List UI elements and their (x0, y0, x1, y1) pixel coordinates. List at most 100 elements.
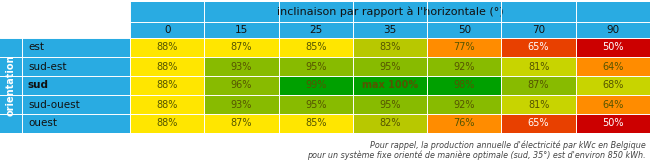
Bar (22, 76, 130, 95)
Text: Pour rappel, la production annuelle d'électricité par kWc en Belgique: Pour rappel, la production annuelle d'él… (370, 141, 646, 151)
Text: 87%: 87% (231, 118, 252, 129)
Bar (204, 95, 279, 114)
Text: 88%: 88% (157, 99, 178, 110)
Bar (279, 57, 353, 76)
Bar (279, 114, 353, 133)
Bar (501, 95, 576, 114)
Bar (130, 38, 204, 57)
Text: 88%: 88% (157, 118, 178, 129)
Text: 81%: 81% (528, 61, 549, 72)
Text: 50%: 50% (602, 118, 623, 129)
Text: 64%: 64% (602, 61, 623, 72)
Text: 88%: 88% (157, 80, 178, 91)
Bar (353, 38, 427, 57)
Bar (576, 114, 650, 133)
Text: 64%: 64% (602, 99, 623, 110)
Text: 90: 90 (606, 25, 619, 35)
Bar (353, 76, 427, 95)
Bar (427, 95, 501, 114)
Text: 83%: 83% (380, 43, 400, 52)
Bar (130, 57, 204, 76)
Text: 0: 0 (164, 25, 170, 35)
Bar (279, 76, 353, 95)
Text: 88%: 88% (157, 43, 178, 52)
Bar (204, 22, 279, 38)
Bar (22, 57, 130, 76)
Bar (353, 114, 427, 133)
Text: 65%: 65% (528, 43, 549, 52)
Text: 93%: 93% (231, 61, 252, 72)
Bar (22, 95, 130, 114)
Bar (279, 38, 353, 57)
Text: 15: 15 (235, 25, 248, 35)
Text: 87%: 87% (231, 43, 252, 52)
Text: 95%: 95% (379, 61, 401, 72)
Text: 68%: 68% (602, 80, 623, 91)
Text: 95%: 95% (305, 99, 326, 110)
Text: 95%: 95% (305, 61, 326, 72)
Bar (204, 114, 279, 133)
Bar (204, 76, 279, 95)
Text: 93%: 93% (231, 99, 252, 110)
Bar (501, 57, 576, 76)
Text: 77%: 77% (454, 43, 475, 52)
Text: 65%: 65% (528, 118, 549, 129)
Bar (204, 57, 279, 76)
Bar (353, 57, 427, 76)
Text: 85%: 85% (305, 118, 326, 129)
Text: orientation: orientation (6, 55, 16, 116)
Bar (130, 76, 204, 95)
Bar (427, 22, 501, 38)
Bar (279, 95, 353, 114)
Text: inclinaison par rapport à l'horizontale (°): inclinaison par rapport à l'horizontale … (277, 7, 503, 17)
Bar (130, 22, 204, 38)
Text: 95%: 95% (379, 99, 401, 110)
Text: 85%: 85% (305, 43, 326, 52)
Bar (576, 38, 650, 57)
Bar (576, 95, 650, 114)
Text: 50: 50 (458, 25, 471, 35)
Bar (130, 2, 650, 22)
Bar (576, 76, 650, 95)
Text: 70: 70 (532, 25, 545, 35)
Bar (501, 22, 576, 38)
Text: ouest: ouest (28, 118, 57, 129)
Text: 81%: 81% (528, 99, 549, 110)
Text: sud: sud (28, 80, 49, 91)
Text: 87%: 87% (528, 80, 549, 91)
Text: 88%: 88% (157, 61, 178, 72)
Bar (353, 95, 427, 114)
Bar (501, 114, 576, 133)
Bar (204, 38, 279, 57)
Bar (22, 114, 130, 133)
Bar (130, 95, 204, 114)
Text: 99%: 99% (305, 80, 326, 91)
Bar (427, 114, 501, 133)
Bar (576, 57, 650, 76)
Bar (427, 57, 501, 76)
Text: 35: 35 (384, 25, 396, 35)
Text: 76%: 76% (454, 118, 475, 129)
Bar (501, 76, 576, 95)
Text: max 100%: max 100% (362, 80, 418, 91)
Text: pour un système fixe orienté de manière optimale (sud, 35°) est d'environ 850 kW: pour un système fixe orienté de manière … (307, 151, 646, 160)
Text: 82%: 82% (379, 118, 401, 129)
Bar (353, 22, 427, 38)
Text: est: est (28, 43, 44, 52)
Bar (130, 114, 204, 133)
Text: 96%: 96% (231, 80, 252, 91)
Bar (427, 76, 501, 95)
Bar (22, 38, 130, 57)
Bar (427, 38, 501, 57)
Text: 50%: 50% (602, 43, 623, 52)
Bar (279, 22, 353, 38)
Text: 25: 25 (309, 25, 322, 35)
Text: 92%: 92% (454, 99, 475, 110)
Text: sud-ouest: sud-ouest (28, 99, 80, 110)
Text: 98%: 98% (454, 80, 475, 91)
Bar (0, 38, 22, 133)
Text: 92%: 92% (454, 61, 475, 72)
Bar (576, 22, 650, 38)
Bar (501, 38, 576, 57)
Text: sud-est: sud-est (28, 61, 66, 72)
